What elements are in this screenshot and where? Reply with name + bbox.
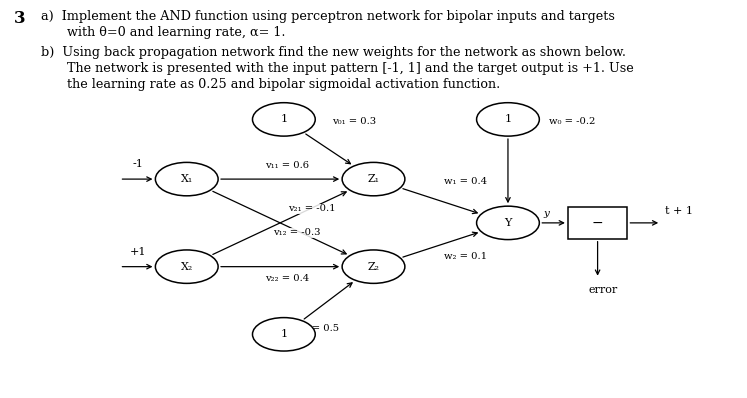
Text: 1: 1	[504, 114, 512, 125]
Text: t + 1: t + 1	[665, 206, 692, 216]
Text: -1: -1	[133, 159, 143, 169]
Text: X₁: X₁	[181, 174, 193, 184]
Text: v₁₁ = 0.6: v₁₁ = 0.6	[265, 161, 309, 170]
Text: b)  Using back propagation network find the new weights for the network as shown: b) Using back propagation network find t…	[41, 46, 626, 59]
Text: +1: +1	[130, 247, 146, 257]
Text: error: error	[589, 285, 619, 295]
Text: Z₂: Z₂	[368, 261, 379, 272]
Text: w₀ = -0.2: w₀ = -0.2	[549, 117, 595, 126]
Circle shape	[155, 250, 218, 283]
Circle shape	[252, 318, 315, 351]
Text: Y: Y	[504, 218, 512, 228]
Text: w₁ = 0.4: w₁ = 0.4	[444, 177, 488, 185]
Text: v₂₂ = 0.4: v₂₂ = 0.4	[265, 274, 309, 283]
Text: with θ=0 and learning rate, α= 1.: with θ=0 and learning rate, α= 1.	[67, 26, 286, 39]
Text: v₀₂ = 0.5: v₀₂ = 0.5	[295, 324, 339, 333]
Circle shape	[342, 162, 405, 196]
Text: w₂ = 0.1: w₂ = 0.1	[444, 252, 488, 261]
Text: a)  Implement the AND function using perceptron network for bipolar inputs and t: a) Implement the AND function using perc…	[41, 10, 615, 23]
Text: 1: 1	[280, 114, 288, 125]
FancyBboxPatch shape	[568, 207, 627, 239]
Text: 3: 3	[13, 10, 25, 27]
Circle shape	[477, 206, 539, 240]
Text: v₂₁ = -0.1: v₂₁ = -0.1	[288, 205, 335, 213]
Text: The network is presented with the input pattern [-1, 1] and the target output is: The network is presented with the input …	[67, 62, 634, 75]
Text: 1: 1	[280, 329, 288, 339]
Text: v₀₁ = 0.3: v₀₁ = 0.3	[332, 117, 376, 126]
Text: Z₁: Z₁	[368, 174, 379, 184]
Circle shape	[252, 103, 315, 136]
Circle shape	[155, 162, 218, 196]
Text: the learning rate as 0.25 and bipolar sigmoidal activation function.: the learning rate as 0.25 and bipolar si…	[67, 78, 500, 91]
Circle shape	[342, 250, 405, 283]
Text: X₂: X₂	[181, 261, 193, 272]
Text: v₁₂ = -0.3: v₁₂ = -0.3	[273, 228, 320, 237]
Text: y: y	[543, 209, 549, 218]
Text: −: −	[592, 216, 604, 230]
Circle shape	[477, 103, 539, 136]
